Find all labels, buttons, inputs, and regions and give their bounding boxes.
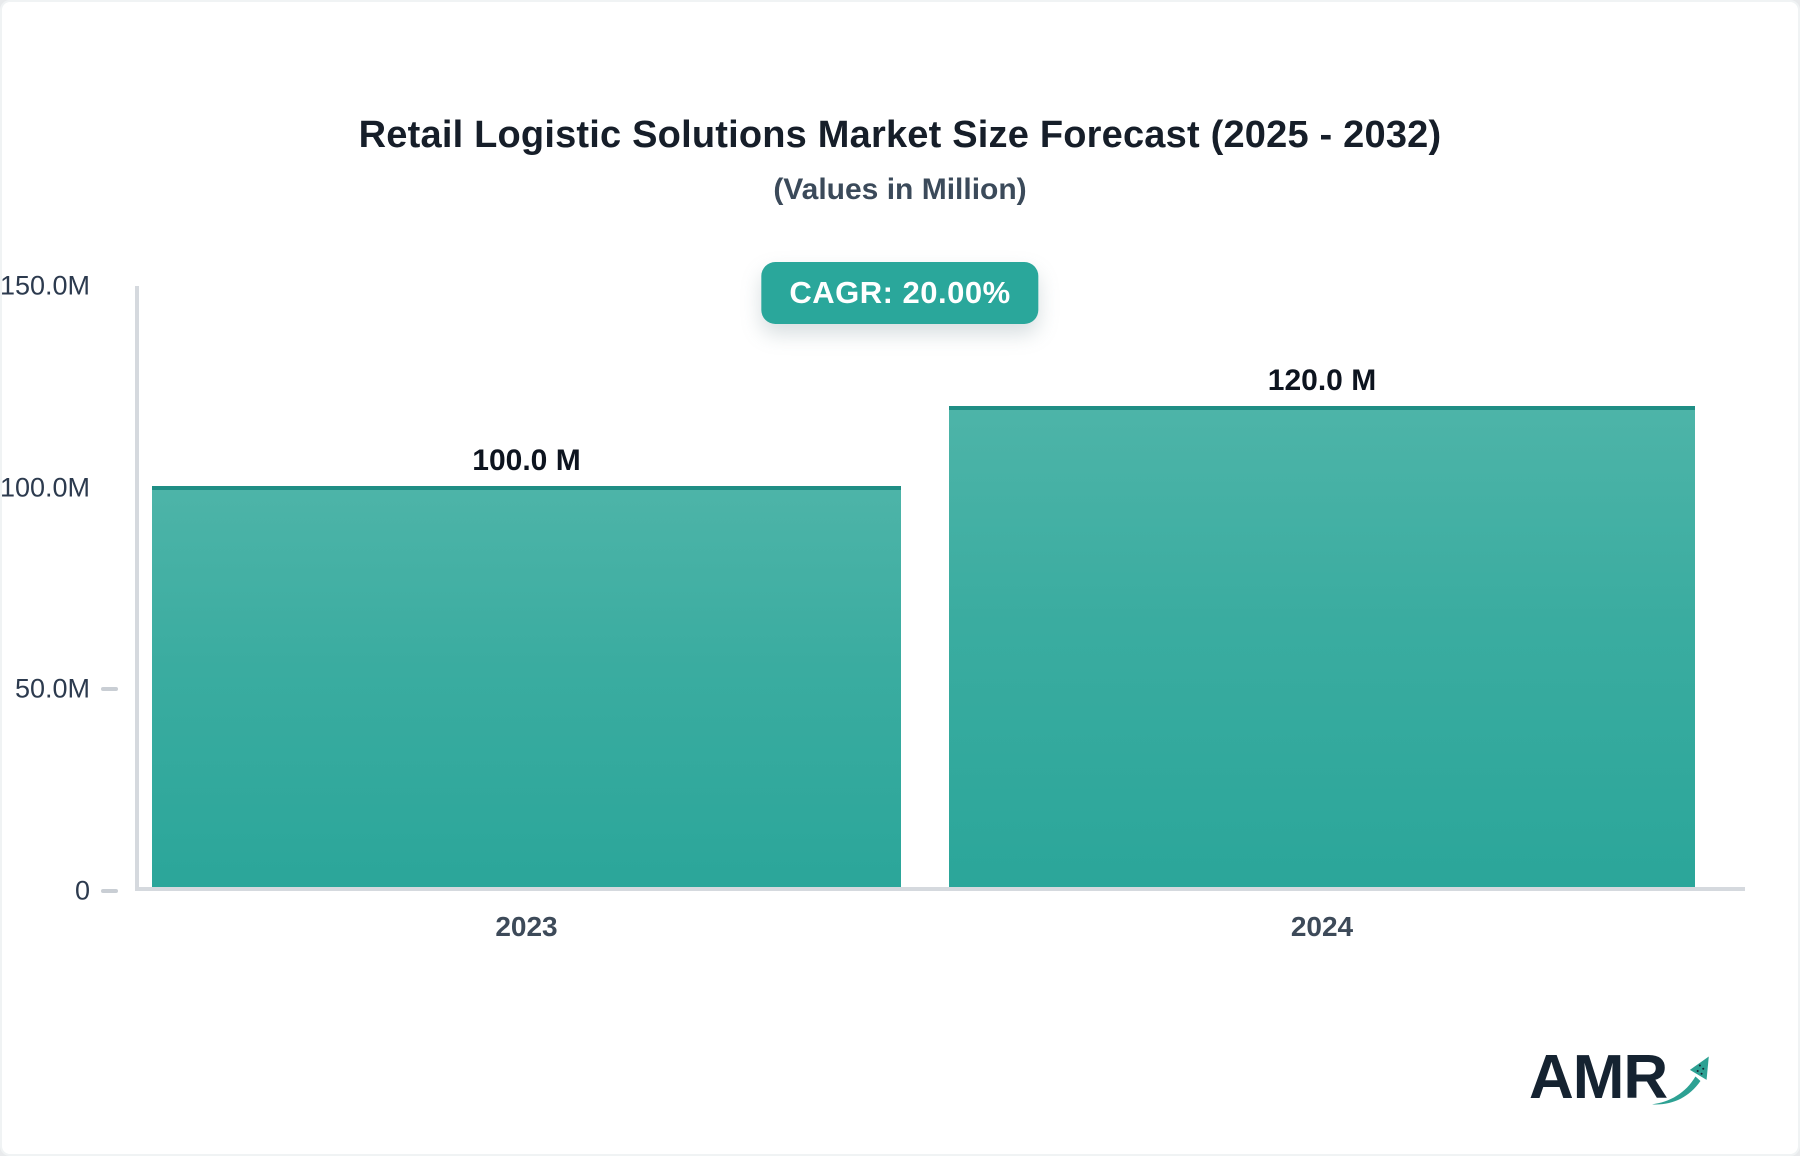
bar-2023: 100.0 M 2023 [152, 444, 901, 942]
y-tick-label: 50.0M [14, 673, 90, 704]
y-tick-mark [101, 687, 118, 692]
page-subtitle: (Values in Million) [773, 173, 1027, 206]
bar-value-label: 120.0 M [1267, 364, 1377, 398]
y-tick-label: 100.0M [0, 472, 90, 503]
cagr-badge: CAGR: 20.00% [761, 262, 1039, 324]
y-tick-label: 0 [74, 875, 90, 906]
growth-arrow-icon [1652, 1056, 1709, 1105]
bar-2024: 120.0 M 2024 [949, 364, 1695, 942]
x-tick-label-2024: 2024 [1290, 911, 1354, 942]
page-title: Retail Logistic Solutions Market Size Fo… [358, 114, 1442, 156]
bar-chart-plot-area: 100.0 M 2023 120.0 M 2024 [135, 286, 1745, 942]
amr-logo: AMR [1529, 1030, 1709, 1126]
x-tick-label-2023: 2023 [495, 911, 558, 942]
y-tick-mark [101, 889, 118, 893]
y-axis: 150.0M 100.0M 50.0M 0 [0, 271, 120, 906]
cagr-badge-label: CAGR: 20.00% [789, 275, 1011, 310]
y-tick-label: 150.0M [0, 270, 90, 301]
bar-value-label: 100.0 M [472, 444, 581, 478]
amr-logo-text: AMR [1529, 1043, 1668, 1112]
